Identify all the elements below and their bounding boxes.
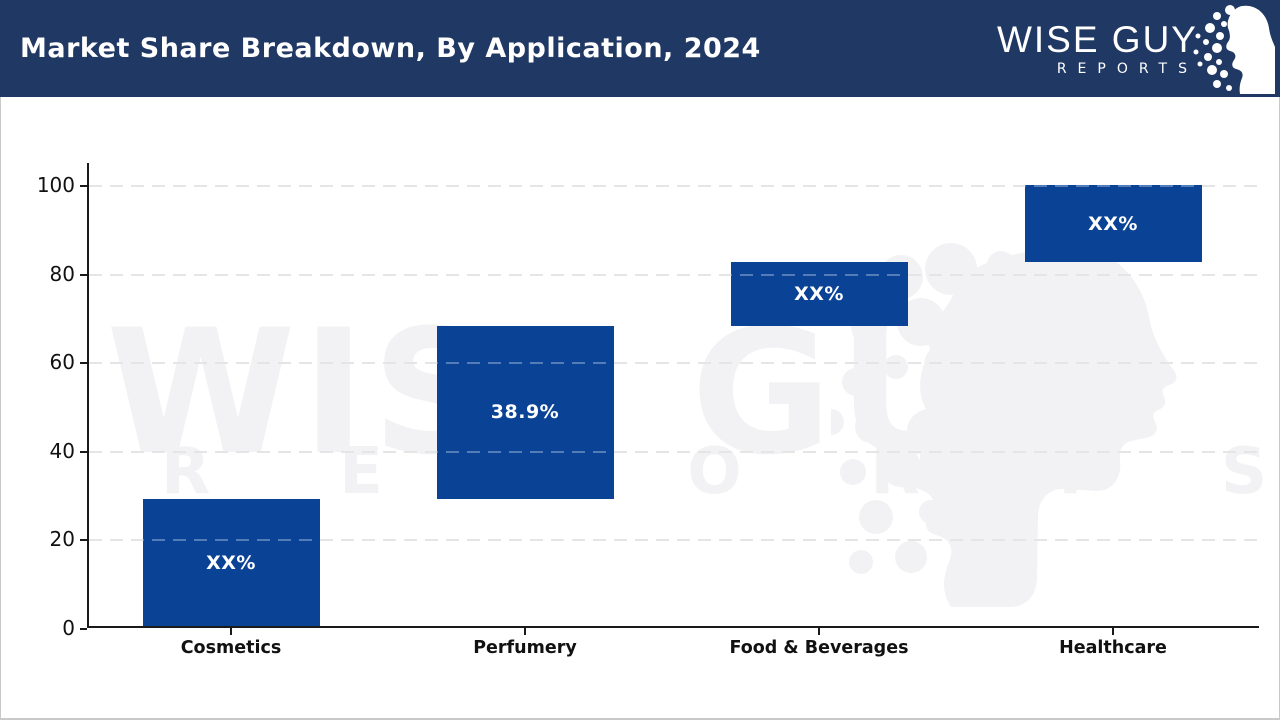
brand-subname: REPORTS [1056, 60, 1198, 77]
x-tick-mark-2 [818, 628, 820, 635]
y-tick-label-0: 0 [62, 616, 75, 640]
page-title: Market Share Breakdown, By Application, … [20, 33, 761, 64]
y-tick-mark-60 [80, 362, 87, 365]
x-tick-mark-0 [230, 628, 232, 635]
gridline-overlay-80 [89, 273, 1257, 276]
y-tick-mark-0 [80, 628, 87, 630]
y-tick-label-80: 80 [49, 261, 75, 286]
gridline-60 [89, 362, 1257, 365]
y-tick-label-20: 20 [49, 527, 75, 552]
y-tick-mark-40 [80, 450, 87, 453]
bar-value-label: XX% [1088, 212, 1138, 235]
gridline-overlay-20 [89, 539, 1257, 542]
brand-logo: WISE GUY REPORTS [997, 0, 1280, 97]
gridline-100 [89, 185, 1257, 187]
gridline-20 [89, 539, 1257, 542]
header-band: Market Share Breakdown, By Application, … [0, 0, 1280, 97]
x-category-label: Healthcare [1059, 638, 1167, 658]
bar-value-label: 38.9% [490, 401, 560, 424]
x-category-label: Cosmetics [180, 638, 282, 658]
bar-healthcare[interactable]: XX% [1024, 185, 1202, 263]
brand-logo-text: WISE GUY REPORTS [997, 21, 1198, 77]
brand-name: WISE GUY [996, 18, 1198, 60]
x-category-label: Food & Beverages [729, 638, 909, 658]
bar-value-label: XX% [794, 283, 844, 306]
y-tick-mark-100 [80, 185, 87, 187]
x-tick-mark-3 [1112, 628, 1114, 635]
bar-cosmetics[interactable]: XX% [142, 498, 320, 628]
y-axis-line [87, 163, 89, 628]
x-axis-line [87, 626, 1259, 628]
y-tick-label-40: 40 [49, 438, 75, 463]
chart-area: WISE GUY R E P O R T S 0 20 40 60 80 100 [0, 97, 1280, 720]
gridline-overlay-100 [89, 185, 1257, 187]
y-tick-label-100: 100 [36, 173, 75, 197]
x-tick-mark-1 [524, 628, 526, 635]
gridline-80 [89, 273, 1257, 276]
bar-perfumery[interactable]: 38.9% [436, 326, 614, 499]
gridline-overlay-40 [89, 450, 1257, 453]
y-tick-label-60: 60 [49, 350, 75, 375]
bar-food-beverages[interactable]: XX% [730, 262, 908, 327]
y-tick-mark-80 [80, 273, 87, 276]
head-profile-dots-icon [1184, 0, 1276, 98]
y-tick-mark-20 [80, 539, 87, 542]
gridline-40 [89, 450, 1257, 453]
bar-value-label: XX% [206, 552, 256, 575]
x-category-label: Perfumery [473, 638, 577, 658]
gridline-overlay-60 [89, 362, 1257, 365]
